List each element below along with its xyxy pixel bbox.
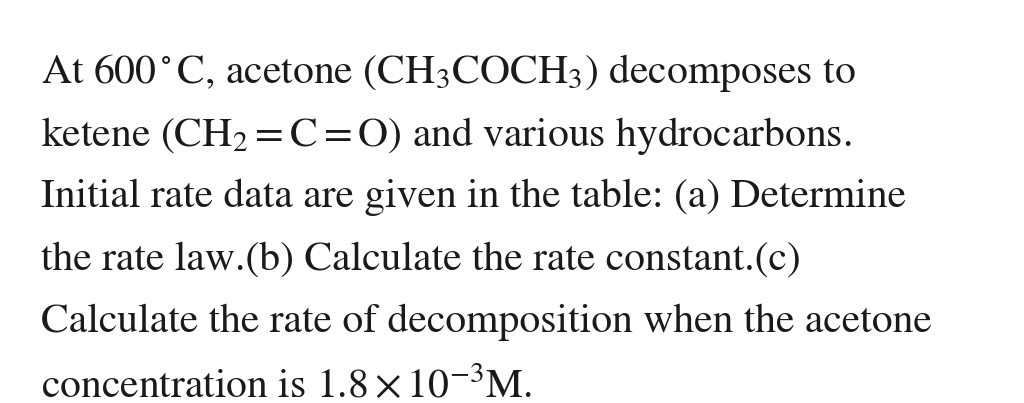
Text: ketene $\left(\mathrm{CH_2 = C = O}\right)$ and various hydrocarbons.: ketene $\left(\mathrm{CH_2 = C = O}\righ…: [41, 115, 852, 157]
Text: Initial rate data are given in the table: (a) Determine: Initial rate data are given in the table…: [41, 178, 906, 216]
Text: concentration is $1.8 \times 10^{-3}$M.: concentration is $1.8 \times 10^{-3}$M.: [41, 367, 532, 403]
Text: At $600^\circ$C, acetone $\left(\mathrm{CH_3COCH_3}\right)$ decomposes to: At $600^\circ$C, acetone $\left(\mathrm{…: [41, 52, 856, 94]
Text: the rate law.(b) Calculate the rate constant.(c): the rate law.(b) Calculate the rate cons…: [41, 241, 801, 278]
Text: Calculate the rate of decomposition when the acetone: Calculate the rate of decomposition when…: [41, 304, 932, 341]
